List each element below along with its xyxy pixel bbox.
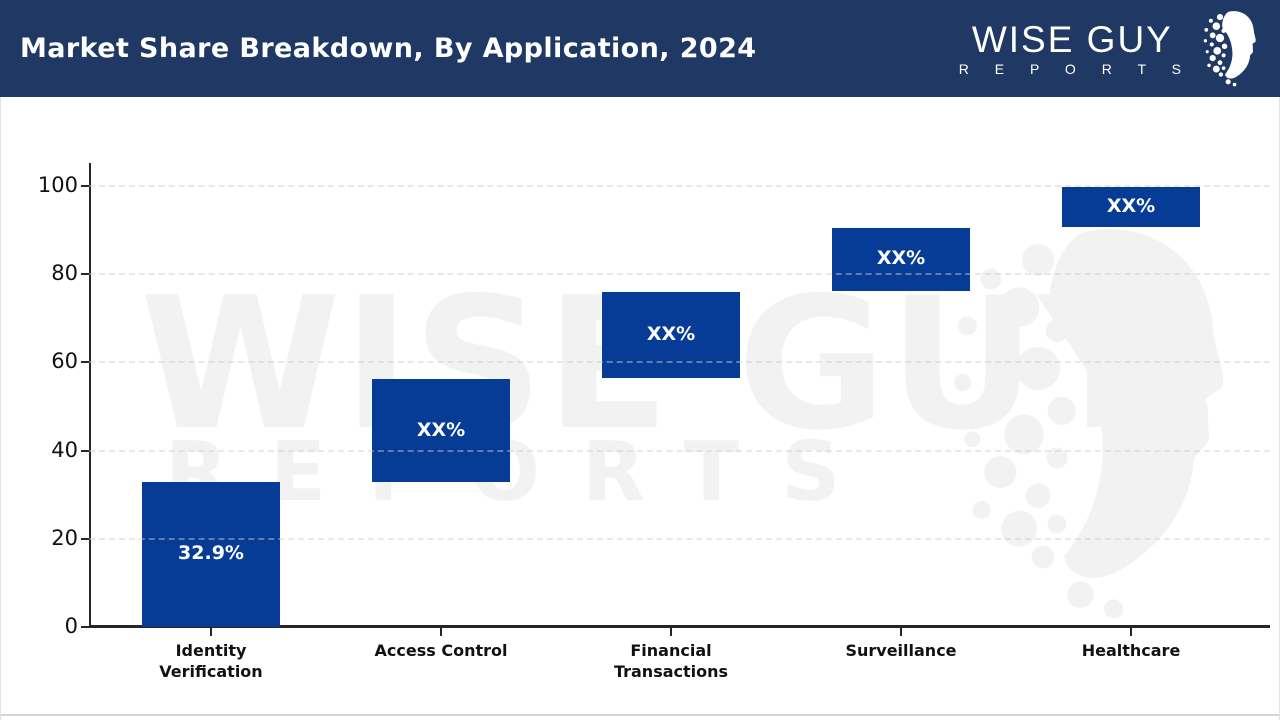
bar-value-label: XX% <box>416 418 466 441</box>
y-tick-label: 100 <box>37 173 78 197</box>
category-label-line: Access Control <box>374 641 508 660</box>
gridline-60 <box>89 361 1270 364</box>
y-axis-line <box>89 163 91 628</box>
x-tick-mark <box>210 628 212 636</box>
category-label-line: Identity <box>175 641 247 660</box>
y-tick-mark <box>81 185 89 187</box>
x-axis-line <box>89 625 1270 628</box>
wiseguy-logo-text: WISE GUY R E P O R T S <box>953 18 1192 77</box>
x-axis-category-label: Surveillance <box>791 640 1011 661</box>
y-tick-mark <box>81 273 89 276</box>
y-tick-label: 40 <box>51 437 78 462</box>
bar-value-label: XX% <box>876 247 926 270</box>
x-tick-mark <box>670 628 672 636</box>
y-tick-mark <box>81 449 89 452</box>
x-axis-category-label: Access Control <box>331 640 551 661</box>
x-tick-mark <box>440 628 442 636</box>
logo-subtitle: R E P O R T S <box>958 60 1192 77</box>
category-label-line: Surveillance <box>845 641 957 660</box>
y-tick-mark <box>81 626 89 628</box>
header-bar: Market Share Breakdown, By Application, … <box>0 0 1280 97</box>
bar-3 <box>602 291 740 378</box>
gridline-40 <box>89 449 1270 452</box>
bar-value-label: 32.9% <box>178 542 244 565</box>
x-axis-category-label: Healthcare <box>1021 640 1241 661</box>
category-label-line: Verification <box>159 662 263 681</box>
x-tick-mark <box>900 628 902 636</box>
category-label-line: Transactions <box>613 662 729 681</box>
y-tick-mark <box>81 537 89 540</box>
bar-value-label: XX% <box>1106 194 1156 217</box>
gridline-20 <box>89 537 1270 540</box>
bar-4 <box>832 227 970 291</box>
gridline-100 <box>89 185 1270 187</box>
x-axis-category-label: Identity Verification <box>101 640 321 682</box>
x-axis-category-label: Financial Transactions <box>561 640 781 682</box>
y-tick-label: 60 <box>51 349 78 374</box>
left-edge-border <box>0 97 1 720</box>
bar-5 <box>1062 186 1200 227</box>
y-tick-mark <box>81 361 89 364</box>
y-tick-label: 80 <box>51 261 78 286</box>
bar-value-label: XX% <box>646 322 696 345</box>
wiseguy-head-icon <box>1198 8 1262 90</box>
y-tick-label: 0 <box>64 614 78 638</box>
bar-1 <box>142 481 280 627</box>
gridline-80 <box>89 273 1270 276</box>
category-label-line: Healthcare <box>1081 641 1181 660</box>
y-tick-label: 20 <box>51 525 78 550</box>
bar-2 <box>372 379 510 482</box>
page-title: Market Share Breakdown, By Application, … <box>20 33 757 64</box>
bottom-divider <box>0 714 1280 716</box>
wiseguy-logo: WISE GUY R E P O R T S <box>953 8 1262 90</box>
x-tick-mark <box>1130 628 1132 636</box>
logo-wordmark: WISE GUY <box>971 18 1173 60</box>
category-label-line: Financial <box>630 641 712 660</box>
